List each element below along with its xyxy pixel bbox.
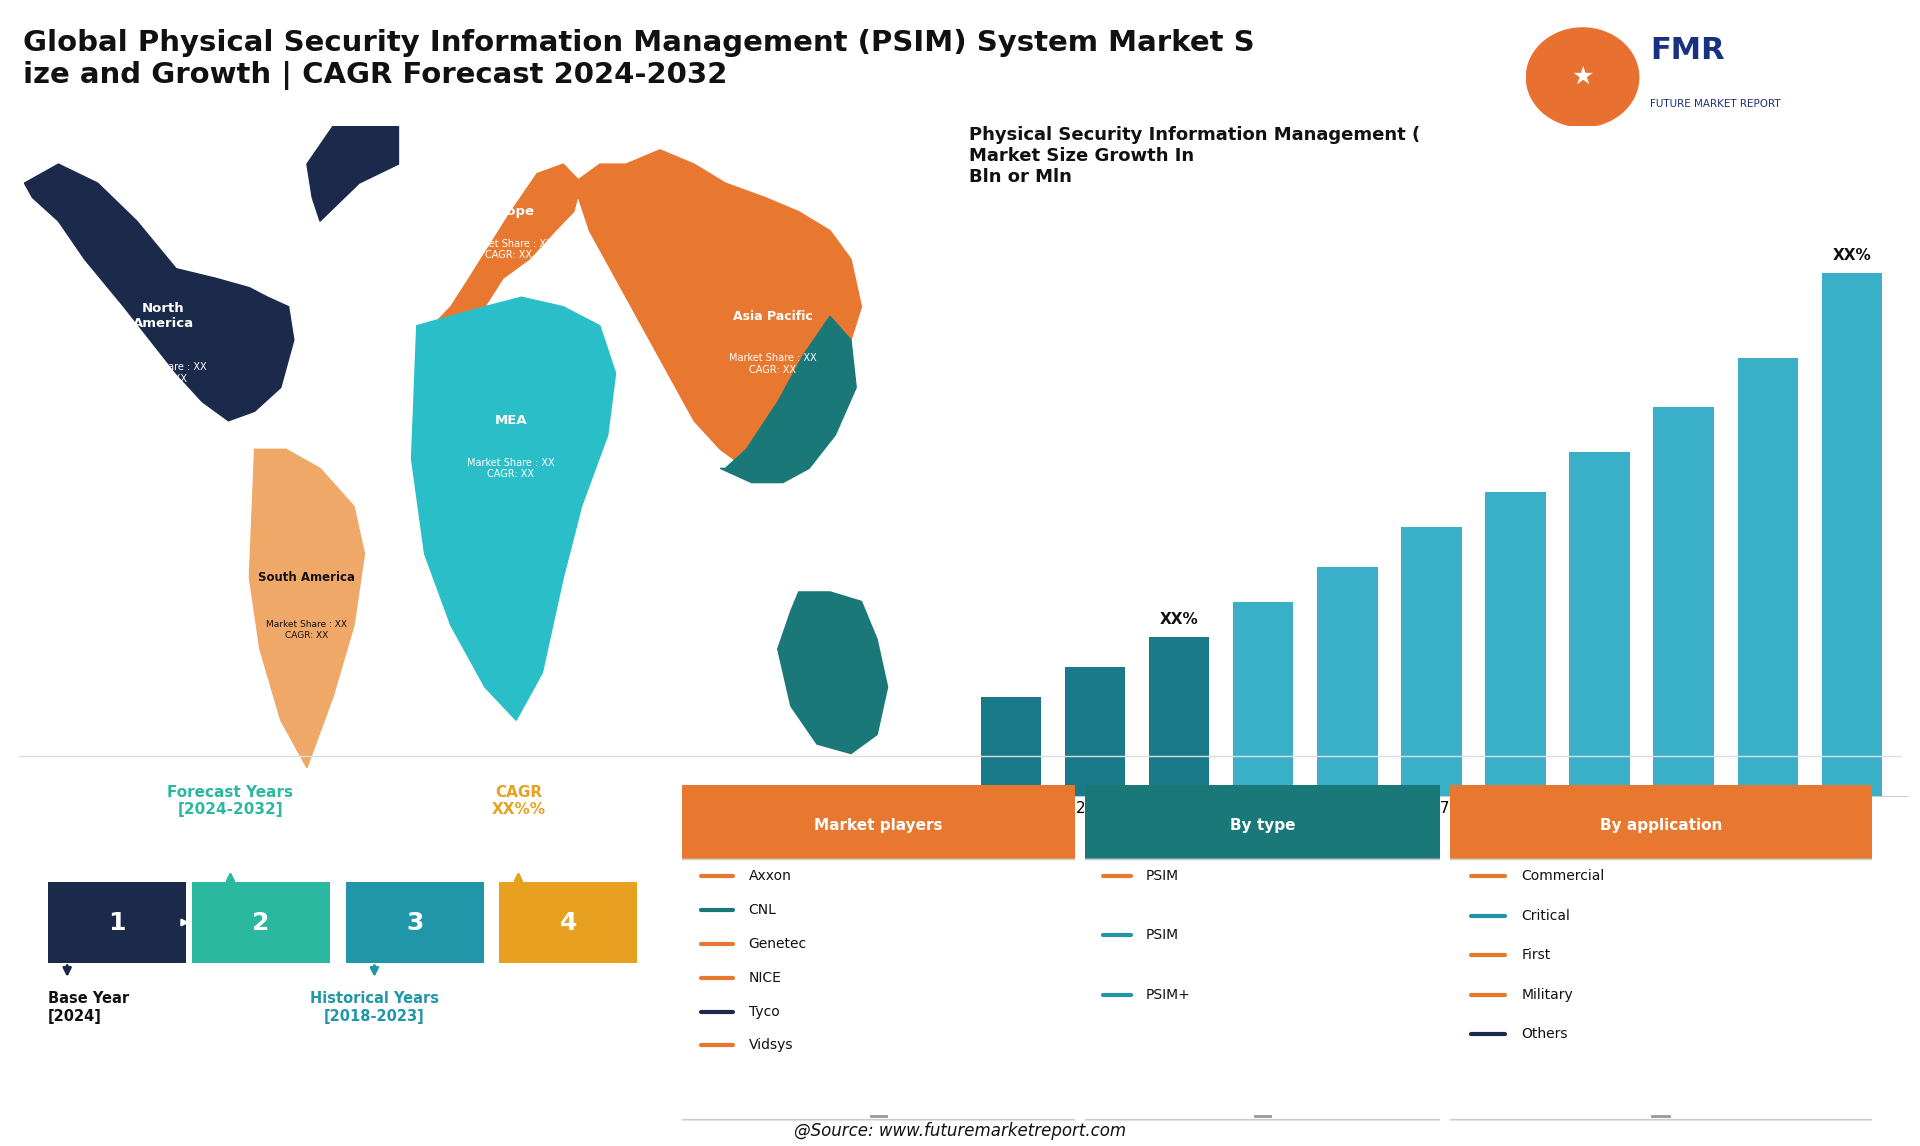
Bar [1317,567,1377,796]
Text: @Source: www.futuremarketreport.com: @Source: www.futuremarketreport.com [795,1122,1125,1140]
FancyBboxPatch shape [678,860,1079,1120]
Bar [1233,602,1294,796]
Text: FMR: FMR [1649,37,1724,65]
FancyBboxPatch shape [346,882,484,963]
Circle shape [1415,810,1453,841]
Circle shape [1423,816,1446,835]
Text: Physical Security Information Management (
Market Size Growth In
Bln or Mln: Physical Security Information Management… [970,126,1421,186]
Text: Europe: Europe [482,205,536,218]
Text: Forecast Years
[2024-2032]: Forecast Years [2024-2032] [167,785,294,817]
Text: CAGR
XX%%: CAGR XX%% [492,785,545,817]
Bar [1653,407,1715,796]
Circle shape [657,816,680,835]
Polygon shape [25,164,294,421]
Bar [1148,637,1210,796]
Polygon shape [250,449,365,768]
Circle shape [1056,810,1089,841]
FancyBboxPatch shape [1073,782,1452,870]
Bar [1569,453,1630,796]
FancyBboxPatch shape [499,882,637,963]
Text: Commercial: Commercial [1521,870,1605,884]
Polygon shape [778,592,887,754]
FancyBboxPatch shape [48,882,186,963]
Text: 3: 3 [405,911,424,934]
Circle shape [1062,816,1083,835]
FancyBboxPatch shape [1436,782,1885,870]
Text: Market Share : XX
CAGR: XX: Market Share : XX CAGR: XX [119,362,207,384]
Circle shape [651,810,685,841]
Polygon shape [432,164,582,336]
Text: Tyco: Tyco [749,1005,780,1019]
Text: Military: Military [1521,988,1572,1002]
Text: By type: By type [1229,818,1296,833]
FancyBboxPatch shape [1446,860,1876,1120]
Text: XX%: XX% [1832,248,1872,262]
Text: Historical Years
[2018-2023]: Historical Years [2018-2023] [309,991,440,1023]
FancyBboxPatch shape [192,882,330,963]
Text: Market Share : XX
CAGR: XX: Market Share : XX CAGR: XX [467,457,555,479]
Text: 1: 1 [108,911,127,934]
Text: Critical: Critical [1521,909,1571,923]
Bar [1402,527,1461,796]
FancyBboxPatch shape [1081,860,1444,1120]
Text: FUTURE MARKET REPORT: FUTURE MARKET REPORT [1649,99,1780,109]
Text: NICE: NICE [749,971,781,984]
Text: By application: By application [1599,818,1722,833]
Text: PSIM: PSIM [1144,870,1179,884]
Bar [1822,273,1882,796]
Bar [1066,667,1125,796]
Text: Market Share : XX
CAGR: XX: Market Share : XX CAGR: XX [730,353,816,375]
Text: 4: 4 [559,911,578,934]
Text: Genetec: Genetec [749,937,806,951]
Bar [1486,492,1546,796]
Text: South America: South America [259,571,355,584]
Polygon shape [720,316,856,482]
Text: North
America: North America [132,303,194,330]
Polygon shape [307,117,399,221]
Text: Market Share : XX
CAGR: XX: Market Share : XX CAGR: XX [465,238,553,260]
Text: Vidsys: Vidsys [749,1038,793,1052]
Text: Global Physical Security Information Management (PSIM) System Market S
ize and G: Global Physical Security Information Man… [23,29,1254,91]
Text: Others: Others [1521,1027,1569,1041]
Polygon shape [574,150,862,469]
Text: XX%: XX% [1160,612,1198,627]
Text: MEA: MEA [495,415,528,427]
Bar [1738,358,1797,796]
Text: Market Share : XX
CAGR: XX: Market Share : XX CAGR: XX [267,620,348,639]
Bar [981,697,1041,796]
FancyBboxPatch shape [670,782,1087,870]
Text: ★: ★ [1571,65,1594,89]
Text: CNL: CNL [749,903,776,917]
Text: Base Year
[2024]: Base Year [2024] [48,991,129,1023]
Text: PSIM+: PSIM+ [1144,988,1190,1002]
Polygon shape [411,297,616,721]
Text: Market players: Market players [814,818,943,833]
Text: 2: 2 [252,911,271,934]
Text: Axxon: Axxon [749,870,791,884]
Text: PSIM: PSIM [1144,928,1179,942]
Circle shape [1526,28,1640,127]
Text: First: First [1521,948,1551,963]
Text: Asia Pacific: Asia Pacific [733,309,812,323]
